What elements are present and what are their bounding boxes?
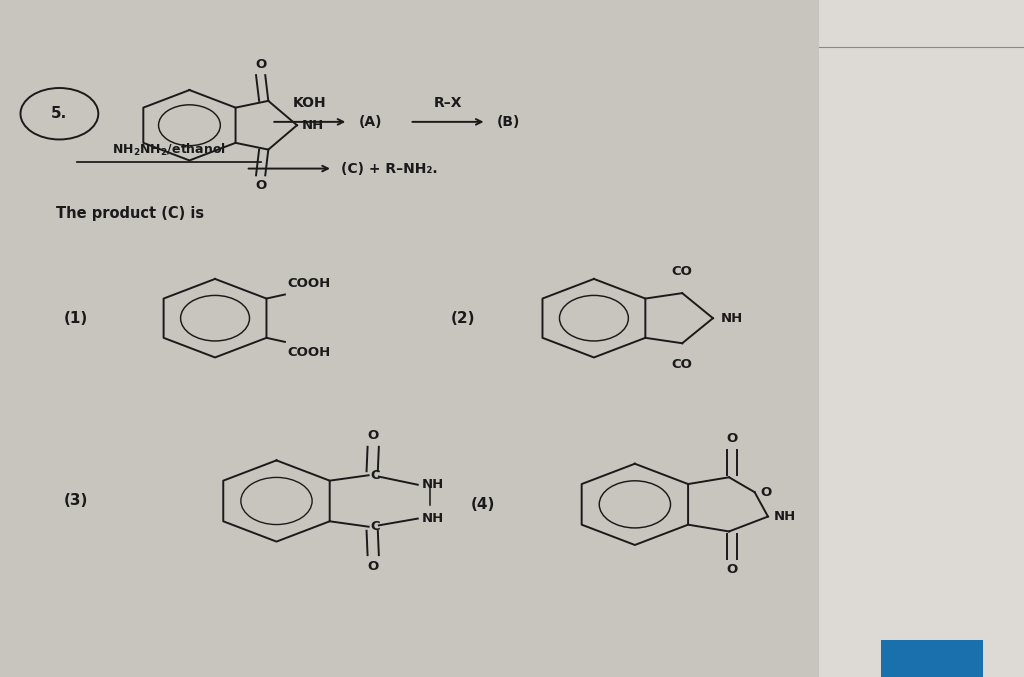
Text: O: O [726, 563, 737, 576]
Text: R–X: R–X [434, 95, 462, 110]
Text: CO: CO [672, 265, 692, 278]
Text: COOH: COOH [287, 346, 330, 359]
Text: C: C [371, 468, 380, 482]
Text: C: C [371, 520, 380, 533]
Text: NH: NH [774, 510, 797, 523]
Text: (2): (2) [451, 311, 475, 326]
Text: O: O [726, 433, 737, 445]
Text: NH: NH [422, 512, 444, 525]
Text: (A): (A) [358, 115, 382, 129]
Text: O: O [256, 179, 267, 192]
Text: NH: NH [721, 311, 743, 325]
Text: (C) + R–NH₂.: (C) + R–NH₂. [341, 162, 437, 175]
Text: (1): (1) [63, 311, 88, 326]
Text: O: O [367, 560, 378, 573]
Text: (B): (B) [497, 115, 520, 129]
FancyBboxPatch shape [881, 640, 983, 677]
Text: 5.: 5. [51, 106, 68, 121]
Text: $\mathbf{NH_2NH_2/ethanol}$: $\mathbf{NH_2NH_2/ethanol}$ [112, 141, 226, 158]
Text: The product (C) is: The product (C) is [56, 206, 205, 221]
Text: (4): (4) [471, 497, 496, 512]
Text: COOH: COOH [287, 278, 330, 290]
Text: KOH: KOH [293, 95, 327, 110]
Text: NH: NH [422, 478, 444, 492]
Text: CO: CO [672, 358, 692, 371]
Text: (3): (3) [63, 494, 88, 508]
Text: NH: NH [302, 118, 325, 132]
Text: O: O [256, 58, 267, 71]
Text: O: O [367, 429, 378, 442]
Text: O: O [761, 485, 772, 499]
FancyBboxPatch shape [819, 0, 1024, 677]
